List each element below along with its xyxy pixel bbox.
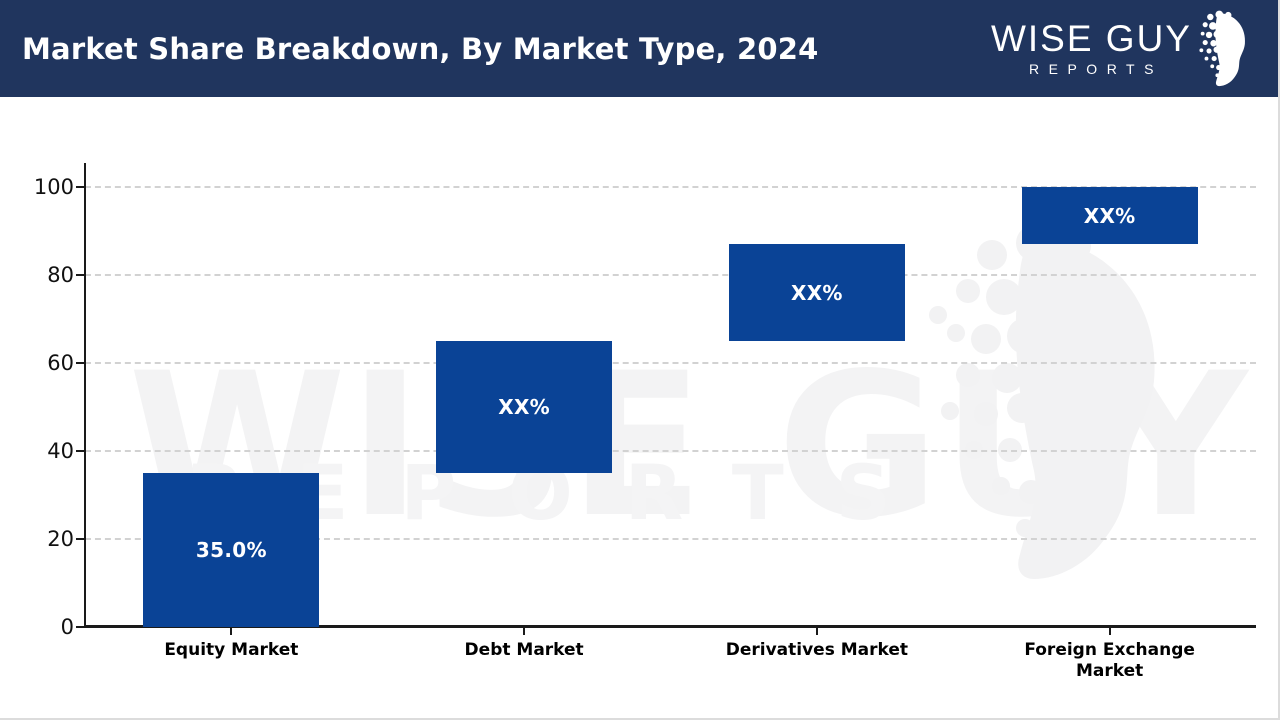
y-tick-label-0: 0: [60, 615, 74, 639]
x-axis-label-2: Derivatives Market: [725, 640, 909, 660]
x-tick-2: [815, 628, 818, 635]
y-tick-label-100: 100: [33, 175, 74, 199]
gridline-80: [85, 274, 1256, 276]
bar-equity-market: 35.0%: [143, 473, 320, 627]
page-title: Market Share Breakdown, By Market Type, …: [22, 31, 819, 66]
bar-foreign-exchange-market: XX%: [1021, 187, 1198, 245]
x-tick-0: [230, 628, 233, 635]
y-tick-20: [76, 538, 84, 540]
y-tick-label-80: 80: [47, 263, 74, 287]
gridline-60: [85, 362, 1256, 364]
x-axis-label-1: Debt Market: [464, 640, 584, 660]
logo-subtitle: REPORTS: [1029, 61, 1163, 77]
face-profile-icon: [1199, 10, 1246, 86]
y-tick-40: [76, 450, 84, 452]
y-tick-80: [76, 274, 84, 276]
y-tick-label-40: 40: [47, 439, 74, 463]
x-axis: [84, 625, 1256, 628]
y-tick-0: [76, 626, 84, 628]
x-tick-3: [1108, 628, 1111, 635]
y-tick-label-20: 20: [47, 527, 74, 551]
bar-value-label: XX%: [790, 280, 843, 305]
y-tick-60: [76, 362, 84, 364]
bar-debt-market: XX%: [436, 341, 613, 473]
bar-value-label: XX%: [1083, 203, 1136, 228]
x-axis-label-3: Foreign Exchange Market: [1024, 640, 1195, 682]
gridline-100: [85, 186, 1256, 188]
x-axis-label-0: Equity Market: [164, 640, 299, 660]
chart-area: WISE GUY REPORTS 0 20 40 60 80 100 35.0% Equity…: [0, 97, 1278, 718]
gridline-40: [85, 450, 1256, 452]
watermark-face-icon: [929, 225, 1155, 579]
bar-value-label: 35.0%: [195, 538, 267, 562]
bar-value-label: XX%: [498, 395, 551, 419]
wiseguy-logo: WISE GUY REPORTS: [991, 10, 1250, 88]
gridline-20: [85, 538, 1256, 540]
y-axis: [84, 163, 86, 627]
y-tick-100: [76, 186, 84, 188]
x-tick-1: [523, 628, 526, 635]
logo-wordmark: WISE GUY: [990, 18, 1192, 59]
logo-text: WISE GUY REPORTS: [991, 20, 1192, 77]
bar-derivatives-market: XX%: [728, 244, 905, 341]
y-tick-label-60: 60: [47, 351, 74, 375]
header: Market Share Breakdown, By Market Type, …: [0, 0, 1278, 97]
